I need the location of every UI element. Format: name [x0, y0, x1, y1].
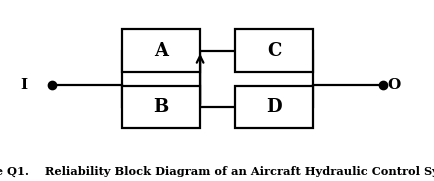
Text: D: D — [266, 98, 281, 116]
Text: Figure Q1.    Reliability Block Diagram of an Aircraft Hydraulic Control System.: Figure Q1. Reliability Block Diagram of … — [0, 166, 434, 177]
Bar — [234, 86, 312, 128]
Text: A: A — [154, 42, 168, 60]
Text: C: C — [266, 42, 281, 60]
Bar — [122, 30, 200, 72]
Text: I: I — [20, 78, 27, 92]
Bar — [234, 30, 312, 72]
Text: O: O — [386, 78, 399, 92]
Bar — [122, 86, 200, 128]
Text: B: B — [153, 98, 168, 116]
